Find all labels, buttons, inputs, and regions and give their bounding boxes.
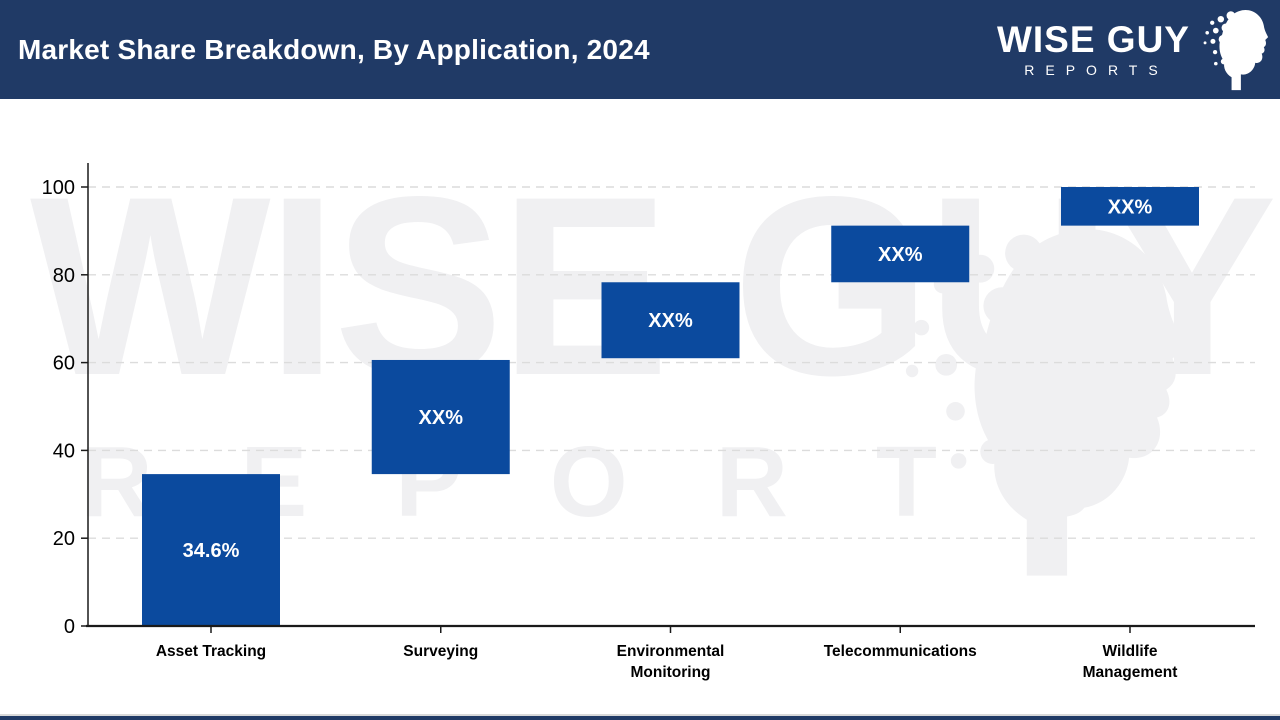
y-tick-label-100: 100 xyxy=(42,177,75,199)
header: Market Share Breakdown, By Application, … xyxy=(0,0,1280,99)
x-category-label-4-0: Wildlife xyxy=(1103,643,1158,660)
logo-wordmark-main: WISE GUY xyxy=(996,19,1190,60)
y-tick-label-0: 0 xyxy=(64,616,75,638)
bar-value-label-wildlife-management: XX% xyxy=(1108,196,1153,218)
x-category-label-2-0: Environmental xyxy=(617,643,725,660)
bar-wildlife-management xyxy=(1061,187,1199,226)
y-tick-label-40: 40 xyxy=(53,440,75,462)
waterfall-chart: 34.6% XX% XX% XX% XX% 0 20 40 60 80 100 Asset Track… xyxy=(42,163,1255,681)
y-tick-label-80: 80 xyxy=(53,265,75,287)
brand-logo: WISE GUY REPORTS xyxy=(997,7,1280,93)
bar-value-label-surveying: XX% xyxy=(419,407,464,429)
bar-value-label-environmental-monitoring: XX% xyxy=(648,310,693,332)
x-category-label-3-0: Telecommunications xyxy=(824,643,977,660)
y-tick-label-20: 20 xyxy=(53,528,75,550)
logo-wordmark-sub: REPORTS xyxy=(1024,62,1169,78)
bar-environmental-monitoring xyxy=(601,282,740,359)
logo-head-icon xyxy=(1203,9,1269,90)
bar-value-label-telecommunications: XX% xyxy=(878,244,923,266)
x-category-label-1-0: Surveying xyxy=(403,643,478,660)
footer-bar xyxy=(0,716,1280,720)
y-tick-label-60: 60 xyxy=(53,353,75,375)
logo-wordmark: WISE GUY REPORTS xyxy=(997,21,1190,78)
chart-area: WISE GUY REPORTS 34.6% XX% XX% XX% XX% 0 20 40 6… xyxy=(0,99,1280,716)
bar-telecommunications xyxy=(831,225,970,283)
bar-asset-tracking xyxy=(142,474,280,626)
bar-value-label-asset-tracking: 34.6% xyxy=(183,540,240,562)
x-category-label-4-1: Management xyxy=(1083,664,1178,681)
x-category-label-0-0: Asset Tracking xyxy=(156,643,266,660)
page-title: Market Share Breakdown, By Application, … xyxy=(18,33,650,65)
footer-divider xyxy=(0,714,1280,716)
x-category-label-2-1: Monitoring xyxy=(630,664,710,681)
bar-surveying xyxy=(371,359,510,475)
